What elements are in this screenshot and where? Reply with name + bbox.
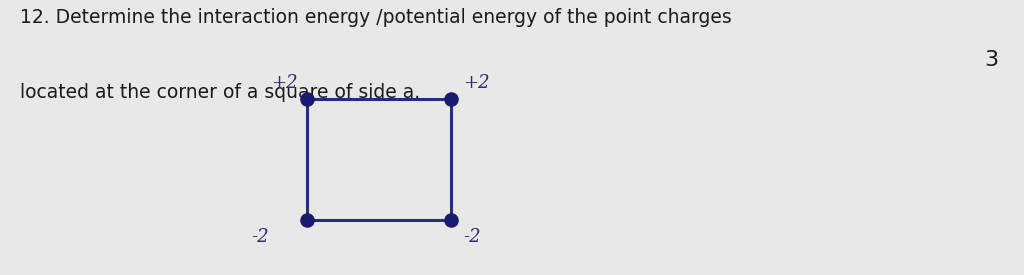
Point: [442, 97, 459, 101]
Point: [442, 218, 459, 222]
Text: +2: +2: [463, 73, 489, 92]
Text: 3: 3: [984, 50, 998, 70]
Text: 12. Determine the interaction energy /potential energy of the point charges: 12. Determine the interaction energy /po…: [20, 8, 732, 27]
Text: -2: -2: [251, 227, 268, 246]
Point: [299, 218, 315, 222]
Text: -2: -2: [463, 227, 480, 246]
Text: located at the corner of a square of side a.: located at the corner of a square of sid…: [20, 82, 421, 101]
Point: [299, 97, 315, 101]
Text: +2: +2: [271, 73, 298, 92]
